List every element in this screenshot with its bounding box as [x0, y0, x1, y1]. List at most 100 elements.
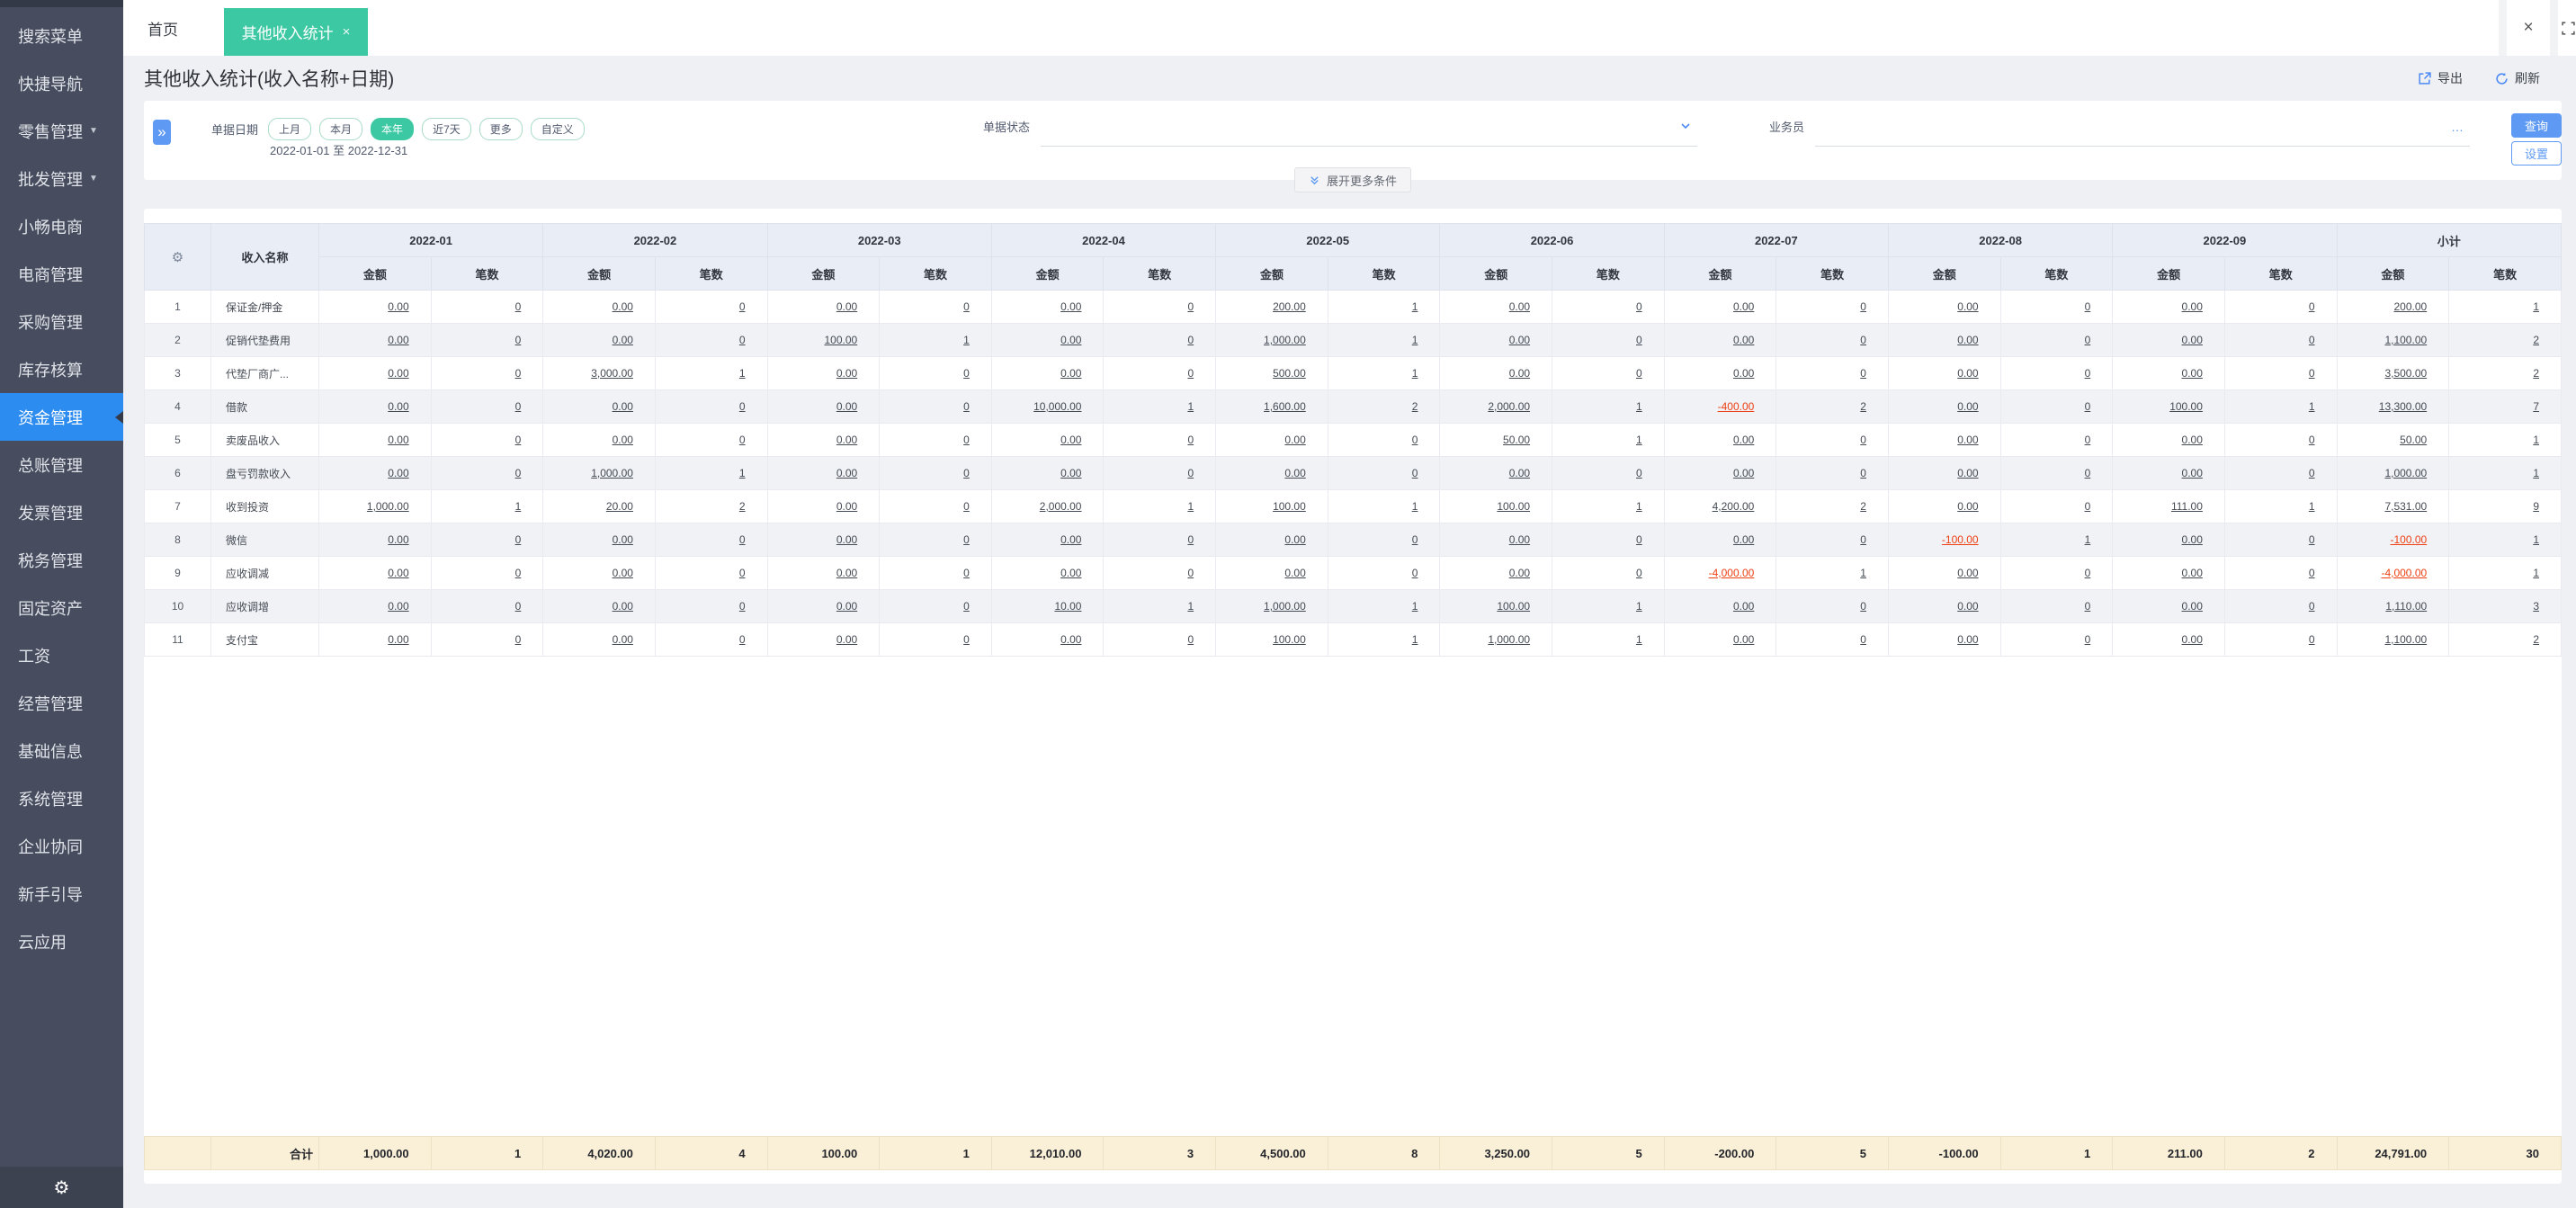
count-cell[interactable]: 1 — [879, 323, 992, 357]
amount-cell[interactable]: 0.00 — [1663, 456, 1777, 490]
amount-cell[interactable]: 0.00 — [542, 423, 656, 457]
amount-cell[interactable]: -4,000.00 — [1663, 556, 1777, 590]
count-cell[interactable]: 0 — [1775, 423, 1889, 457]
count-cell[interactable]: 0 — [2223, 523, 2338, 557]
amount-cell[interactable]: 20.00 — [542, 489, 656, 523]
close-window-button[interactable]: × — [2507, 0, 2550, 56]
query-button[interactable]: 查询 — [2511, 113, 2562, 138]
count-cell[interactable]: 0 — [879, 356, 992, 390]
amount-cell[interactable]: 0.00 — [990, 622, 1105, 657]
sidebar-item-2[interactable]: 快捷导航 — [0, 59, 123, 107]
amount-cell[interactable]: 0.00 — [990, 323, 1105, 357]
count-cell[interactable]: 0 — [654, 389, 768, 424]
status-select[interactable] — [1041, 114, 1698, 147]
count-cell[interactable]: 0 — [1999, 423, 2114, 457]
amount-cell[interactable]: 0.00 — [1887, 589, 2001, 623]
count-cell[interactable]: 1 — [2448, 456, 2562, 490]
amount-cell[interactable]: 0.00 — [2112, 456, 2225, 490]
amount-cell[interactable]: 500.00 — [1215, 356, 1328, 390]
amount-cell[interactable]: 0.00 — [1887, 556, 2001, 590]
count-cell[interactable]: 0 — [1327, 523, 1441, 557]
count-cell[interactable]: 0 — [654, 622, 768, 657]
amount-cell[interactable]: 1,000.00 — [542, 456, 656, 490]
count-cell[interactable]: 0 — [1103, 456, 1217, 490]
amount-cell[interactable]: 0.00 — [1439, 290, 1553, 324]
amount-cell[interactable]: 0.00 — [1439, 556, 1553, 590]
amount-cell[interactable]: 0.00 — [542, 589, 656, 623]
count-cell[interactable]: 1 — [1552, 589, 1665, 623]
count-cell[interactable]: 0 — [1999, 290, 2114, 324]
amount-cell[interactable]: 100.00 — [1215, 489, 1328, 523]
count-cell[interactable]: 0 — [1999, 622, 2114, 657]
amount-cell[interactable]: 0.00 — [1663, 356, 1777, 390]
count-cell[interactable]: 0 — [1103, 290, 1217, 324]
count-cell[interactable]: 0 — [879, 589, 992, 623]
tab-home[interactable]: 首页 — [123, 0, 202, 56]
amount-cell[interactable]: 0.00 — [766, 356, 881, 390]
amount-cell[interactable]: 0.00 — [1887, 290, 2001, 324]
amount-cell[interactable]: -4,000.00 — [2336, 556, 2450, 590]
count-cell[interactable]: 0 — [1327, 456, 1441, 490]
amount-cell[interactable]: 100.00 — [1215, 622, 1328, 657]
amount-cell[interactable]: 0.00 — [1439, 356, 1553, 390]
count-cell[interactable]: 2 — [1327, 389, 1441, 424]
amount-cell[interactable]: 0.00 — [318, 523, 432, 557]
amount-cell[interactable]: 0.00 — [2112, 589, 2225, 623]
count-cell[interactable]: 0 — [1999, 556, 2114, 590]
amount-cell[interactable]: 0.00 — [318, 290, 432, 324]
amount-cell[interactable]: 0.00 — [1439, 523, 1553, 557]
count-cell[interactable]: 2 — [2448, 323, 2562, 357]
count-cell[interactable]: 0 — [2223, 423, 2338, 457]
count-cell[interactable]: 1 — [2223, 389, 2338, 424]
date-range-value[interactable]: 2022-01-01 至 2022-12-31 — [270, 144, 408, 157]
amount-cell[interactable]: 2,000.00 — [1439, 389, 1553, 424]
count-cell[interactable]: 1 — [1552, 423, 1665, 457]
count-cell[interactable]: 1 — [2448, 290, 2562, 324]
count-cell[interactable]: 0 — [430, 589, 544, 623]
count-cell[interactable]: 0 — [1552, 323, 1665, 357]
date-pill-3[interactable]: 本年 — [371, 118, 415, 140]
amount-cell[interactable]: 0.00 — [542, 523, 656, 557]
amount-cell[interactable]: 1,000.00 — [1439, 622, 1553, 657]
sidebar-item-14[interactable]: 工资 — [0, 631, 123, 679]
amount-cell[interactable]: 0.00 — [1887, 389, 2001, 424]
amount-cell[interactable]: 0.00 — [542, 290, 656, 324]
sidebar-item-3[interactable]: 零售管理 ▼ — [0, 107, 123, 155]
sidebar-settings-button[interactable]: ⚙ — [0, 1167, 123, 1208]
sidebar-item-15[interactable]: 经营管理 — [0, 679, 123, 727]
amount-cell[interactable]: 0.00 — [990, 290, 1105, 324]
amount-cell[interactable]: 0.00 — [1887, 456, 2001, 490]
count-cell[interactable]: 0 — [2223, 622, 2338, 657]
count-cell[interactable]: 1 — [1103, 489, 1217, 523]
count-cell[interactable]: 2 — [1775, 489, 1889, 523]
count-cell[interactable]: 0 — [654, 423, 768, 457]
count-cell[interactable]: 1 — [1552, 389, 1665, 424]
amount-cell[interactable]: -100.00 — [2336, 523, 2450, 557]
count-cell[interactable]: 0 — [654, 556, 768, 590]
count-cell[interactable]: 0 — [1552, 523, 1665, 557]
sidebar-item-6[interactable]: 电商管理 — [0, 250, 123, 298]
amount-cell[interactable]: 13,300.00 — [2336, 389, 2450, 424]
amount-cell[interactable]: 0.00 — [1663, 523, 1777, 557]
count-cell[interactable]: 0 — [654, 290, 768, 324]
count-cell[interactable]: 1 — [654, 456, 768, 490]
count-cell[interactable]: 0 — [654, 523, 768, 557]
count-cell[interactable]: 0 — [1103, 523, 1217, 557]
count-cell[interactable]: 0 — [430, 456, 544, 490]
count-cell[interactable]: 0 — [879, 290, 992, 324]
count-cell[interactable]: 0 — [1552, 456, 1665, 490]
count-cell[interactable]: 0 — [1103, 356, 1217, 390]
amount-cell[interactable]: 0.00 — [766, 423, 881, 457]
amount-cell[interactable]: 100.00 — [766, 323, 881, 357]
amount-cell[interactable]: 0.00 — [766, 589, 881, 623]
count-cell[interactable]: 1 — [654, 356, 768, 390]
amount-cell[interactable]: 0.00 — [1215, 456, 1328, 490]
count-cell[interactable]: 0 — [1552, 356, 1665, 390]
count-cell[interactable]: 0 — [1327, 423, 1441, 457]
sidebar-item-13[interactable]: 固定资产 — [0, 584, 123, 631]
count-cell[interactable]: 0 — [430, 290, 544, 324]
amount-cell[interactable]: 10,000.00 — [990, 389, 1105, 424]
amount-cell[interactable]: 0.00 — [990, 523, 1105, 557]
settings-button[interactable]: 设置 — [2511, 141, 2562, 166]
sidebar-item-4[interactable]: 批发管理 ▼ — [0, 155, 123, 202]
